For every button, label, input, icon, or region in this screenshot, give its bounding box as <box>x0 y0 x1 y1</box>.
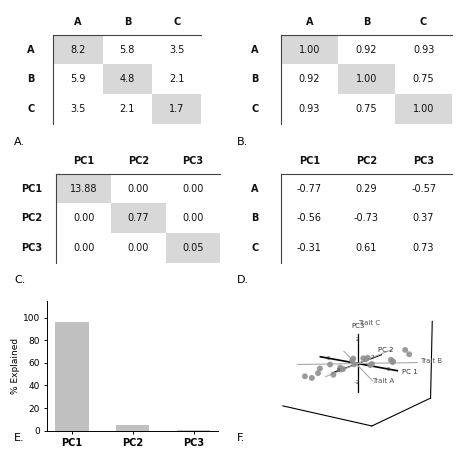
Text: PC1: PC1 <box>299 156 320 166</box>
Text: 13.88: 13.88 <box>70 183 98 194</box>
Text: C: C <box>27 104 35 114</box>
Text: 0.00: 0.00 <box>73 243 94 253</box>
Y-axis label: % Explained: % Explained <box>11 338 20 394</box>
Text: -0.73: -0.73 <box>354 213 379 223</box>
Bar <box>53 35 103 64</box>
Text: 5.9: 5.9 <box>70 74 86 84</box>
Bar <box>116 425 149 431</box>
Text: C: C <box>420 18 427 27</box>
Text: PC3: PC3 <box>21 243 43 253</box>
Text: 4.8: 4.8 <box>120 74 135 84</box>
Bar <box>395 94 452 124</box>
Bar <box>103 64 152 94</box>
Text: 0.05: 0.05 <box>182 243 203 253</box>
Text: C.: C. <box>14 275 26 286</box>
Text: 0.75: 0.75 <box>356 104 377 114</box>
Text: A: A <box>306 18 313 27</box>
Text: 8.2: 8.2 <box>70 44 86 55</box>
Text: 0.73: 0.73 <box>413 243 434 253</box>
Text: C: C <box>173 18 180 27</box>
Text: F.: F. <box>237 433 245 443</box>
Bar <box>55 322 89 431</box>
Text: 1.00: 1.00 <box>299 44 320 55</box>
Text: 1.7: 1.7 <box>169 104 184 114</box>
Text: B: B <box>27 74 35 84</box>
Bar <box>165 233 220 263</box>
Text: B: B <box>124 18 131 27</box>
Text: A: A <box>27 44 35 55</box>
Text: 0.77: 0.77 <box>128 213 149 223</box>
Text: B: B <box>251 213 259 223</box>
Text: 2.1: 2.1 <box>119 104 135 114</box>
Text: -0.31: -0.31 <box>297 243 322 253</box>
Text: PC1: PC1 <box>21 183 43 194</box>
Text: 0.00: 0.00 <box>128 243 149 253</box>
Text: PC3: PC3 <box>413 156 434 166</box>
Text: 1.00: 1.00 <box>413 104 434 114</box>
Text: -0.77: -0.77 <box>297 183 322 194</box>
Text: 0.75: 0.75 <box>413 74 435 84</box>
Text: 0.00: 0.00 <box>73 213 94 223</box>
Text: PC1: PC1 <box>73 156 94 166</box>
Text: C: C <box>251 243 259 253</box>
Bar <box>152 94 201 124</box>
Text: -0.56: -0.56 <box>297 213 322 223</box>
Text: B: B <box>363 18 370 27</box>
Text: 2.1: 2.1 <box>169 74 184 84</box>
Text: C: C <box>251 104 259 114</box>
Text: 3.5: 3.5 <box>70 104 86 114</box>
Text: 0.29: 0.29 <box>356 183 377 194</box>
Text: 3.5: 3.5 <box>169 44 184 55</box>
Text: 0.92: 0.92 <box>299 74 320 84</box>
Text: PC2: PC2 <box>356 156 377 166</box>
Text: 0.61: 0.61 <box>356 243 377 253</box>
Text: 0.93: 0.93 <box>299 104 320 114</box>
Text: B.: B. <box>237 137 248 147</box>
Text: PC2: PC2 <box>21 213 43 223</box>
Text: A.: A. <box>14 137 25 147</box>
Text: 0.00: 0.00 <box>182 183 203 194</box>
Text: 0.37: 0.37 <box>413 213 434 223</box>
Text: 1.00: 1.00 <box>356 74 377 84</box>
Text: A: A <box>251 183 259 194</box>
Text: 0.93: 0.93 <box>413 44 434 55</box>
Bar <box>111 203 165 233</box>
Text: A: A <box>251 44 259 55</box>
Text: A: A <box>74 18 82 27</box>
Text: 0.00: 0.00 <box>182 213 203 223</box>
Text: D.: D. <box>237 275 249 286</box>
Text: PC3: PC3 <box>182 156 203 166</box>
Text: 0.00: 0.00 <box>128 183 149 194</box>
Text: B: B <box>251 74 259 84</box>
Text: 0.92: 0.92 <box>356 44 377 55</box>
Bar <box>338 64 395 94</box>
Bar <box>56 174 111 203</box>
Text: PC2: PC2 <box>128 156 149 166</box>
Text: E.: E. <box>14 433 25 443</box>
Text: -0.57: -0.57 <box>411 183 436 194</box>
Bar <box>281 35 338 64</box>
Text: 5.8: 5.8 <box>119 44 135 55</box>
